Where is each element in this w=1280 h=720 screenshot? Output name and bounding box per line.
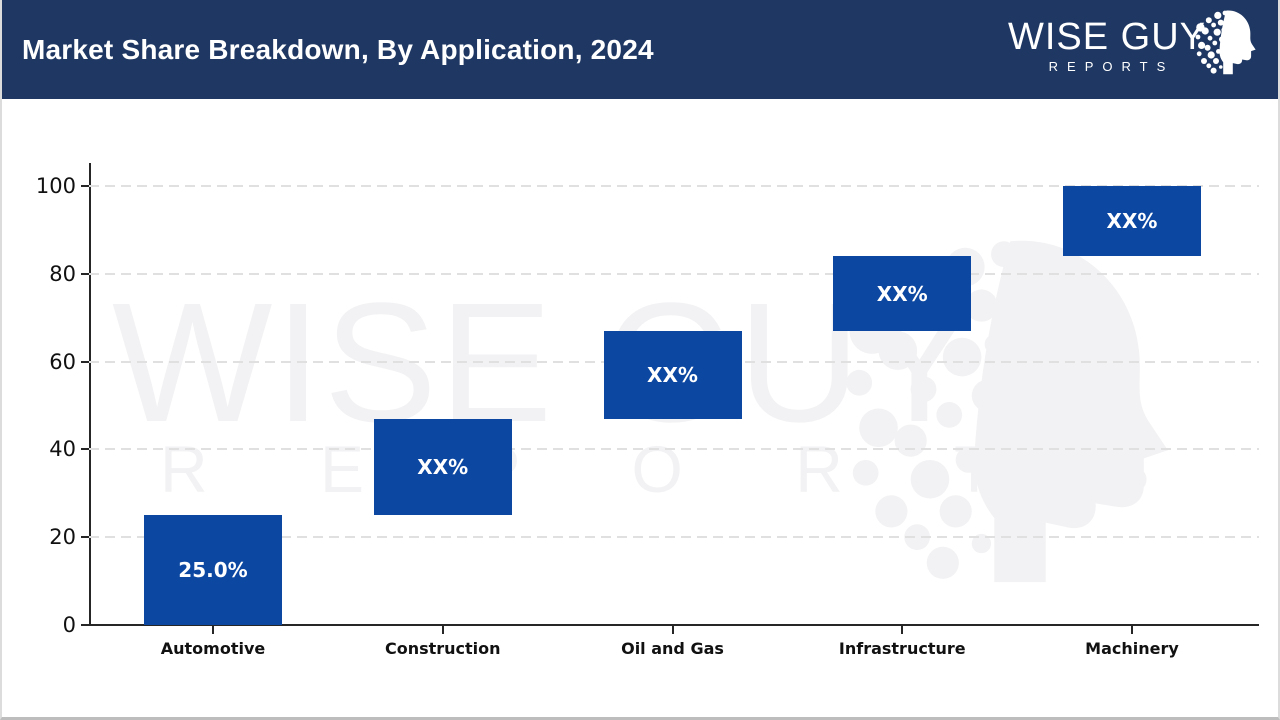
bar-automotive: 25.0% bbox=[144, 515, 282, 625]
y-tick-label: 80 bbox=[49, 261, 76, 286]
y-tick-label: 40 bbox=[49, 437, 76, 462]
bar-value-label: XX% bbox=[417, 454, 469, 479]
logo-wordmark: WISE GUY bbox=[1007, 15, 1206, 58]
x-category-label: Machinery bbox=[1085, 639, 1179, 658]
y-tick-mark bbox=[81, 185, 89, 187]
bar-infrastructure: XX% bbox=[833, 256, 972, 331]
y-tick-mark bbox=[81, 360, 89, 363]
x-category-label: Oil and Gas bbox=[621, 639, 724, 658]
y-tick-mark bbox=[81, 448, 89, 451]
x-category-label: Automotive bbox=[160, 639, 266, 658]
logo-subtext: REPORTS bbox=[1048, 59, 1175, 75]
y-tick-label: 60 bbox=[49, 349, 76, 374]
y-tick-mark bbox=[81, 272, 89, 275]
y-tick-label: 0 bbox=[62, 613, 76, 637]
y-tick-mark bbox=[81, 624, 89, 626]
bar-value-label: XX% bbox=[647, 362, 698, 387]
gridline-40 bbox=[89, 448, 1259, 451]
y-tick-label: 100 bbox=[35, 174, 76, 198]
gridline-20 bbox=[89, 536, 1259, 539]
x-category-label: Construction bbox=[384, 639, 501, 658]
x-tick-mark bbox=[1131, 626, 1133, 634]
bar-oil-and-gas: XX% bbox=[603, 330, 742, 419]
bar-value-label: XX% bbox=[1106, 209, 1158, 234]
x-tick-mark bbox=[441, 626, 444, 634]
header-bar: Market Share Breakdown, By Application, … bbox=[2, 0, 1278, 99]
bar-value-label: 25.0% bbox=[178, 558, 248, 583]
x-category-label: Infrastructure bbox=[838, 639, 966, 658]
bar-construction: XX% bbox=[373, 418, 512, 516]
y-axis-line bbox=[89, 163, 91, 626]
watermark-subtext: R E P O R T S bbox=[160, 432, 1197, 506]
x-tick-mark bbox=[901, 626, 904, 634]
x-tick-mark bbox=[671, 626, 674, 634]
wise-guy-logo: WISE GUY REPORTS bbox=[1008, 6, 1264, 86]
gridline-80 bbox=[89, 272, 1259, 275]
x-axis-line bbox=[89, 624, 1259, 626]
chart-title: Market Share Breakdown, By Application, … bbox=[22, 33, 654, 65]
bar-value-label: XX% bbox=[876, 281, 928, 306]
x-tick-mark bbox=[212, 626, 214, 634]
bar-machinery: XX% bbox=[1063, 186, 1201, 257]
y-tick-mark bbox=[81, 536, 89, 539]
y-tick-label: 20 bbox=[49, 525, 76, 550]
gridline-100 bbox=[89, 185, 1259, 187]
